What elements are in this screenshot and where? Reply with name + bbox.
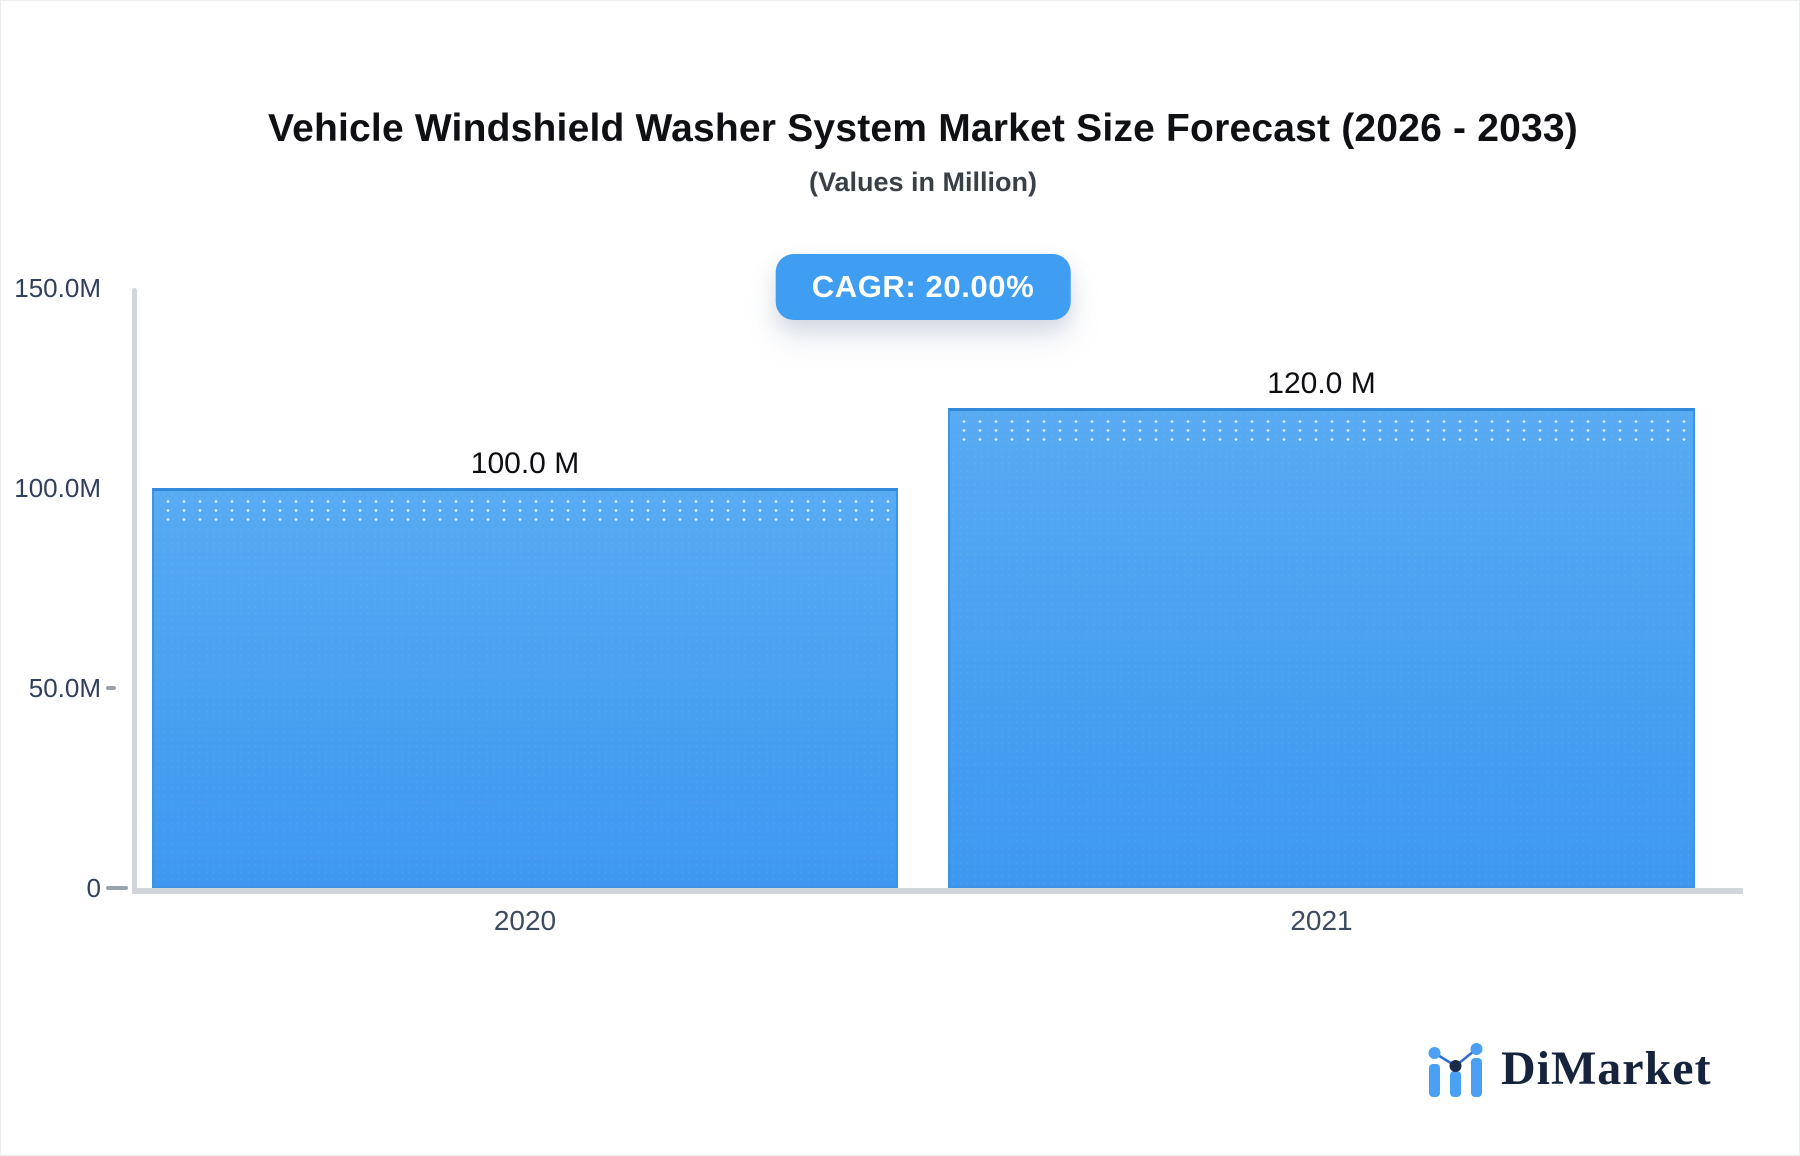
y-axis-tick-label: 150.0M — [14, 273, 101, 303]
chart-subtitle: (Values in Million) — [808, 167, 1038, 197]
bar-2021[interactable] — [948, 408, 1695, 888]
x-axis-category-label: 2021 — [1290, 905, 1353, 936]
y-axis-tick-mark — [106, 886, 128, 890]
bar-2020[interactable] — [152, 488, 898, 888]
logo-text: DiMarket — [1501, 1042, 1712, 1095]
x-axis-category-label: 2020 — [493, 905, 557, 936]
mini-bar-chart-logo-icon — [1425, 1040, 1487, 1098]
bar-value-label: 100.0 M — [470, 447, 580, 480]
x-axis-line — [132, 888, 1743, 894]
y-axis-tick-label: 50.0M — [28, 673, 101, 703]
y-axis-tick-label: 0 — [86, 873, 101, 903]
y-axis-tick-label: 100.0M — [14, 473, 101, 503]
y-axis-tick: 100.0M — [1, 472, 101, 504]
y-axis-tick: 150.0M — [1, 272, 101, 304]
y-axis-line — [132, 288, 137, 889]
y-axis-tick: 0 — [1, 872, 128, 904]
y-axis-tick-mark — [106, 686, 116, 690]
chart-title: Vehicle Windshield Washer System Market … — [268, 107, 1578, 150]
dimarket-logo: DiMarket — [1425, 1039, 1712, 1099]
bar-value-label: 120.0 M — [1267, 367, 1376, 400]
y-axis-tick: 50.0M — [1, 672, 116, 704]
cagr-badge: CAGR: 20.00% — [775, 254, 1071, 320]
